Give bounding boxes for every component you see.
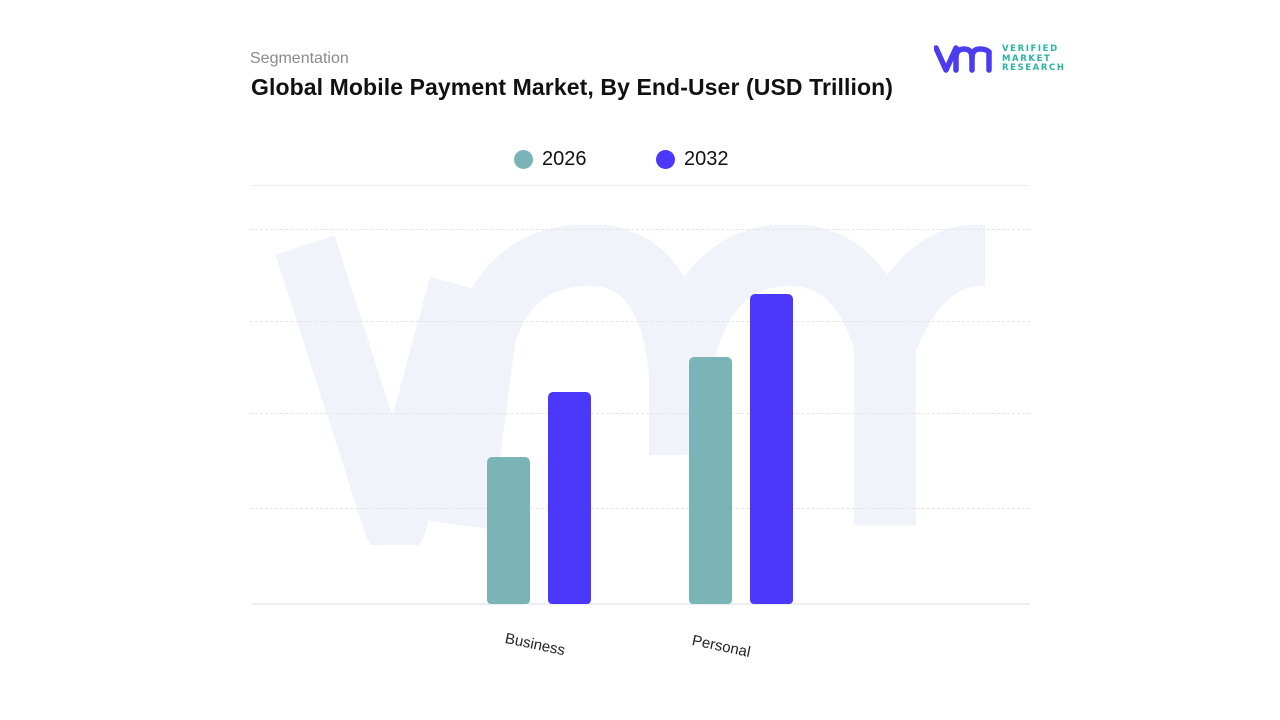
bar-business-2026[interactable]	[487, 457, 530, 604]
gridline	[250, 413, 1030, 414]
logo-line-research: RESEARCH	[1002, 63, 1066, 73]
legend-dot-icon	[656, 150, 675, 169]
chart-subtitle: Segmentation	[250, 50, 349, 67]
chart-title: Global Mobile Payment Market, By End-Use…	[251, 74, 894, 100]
gridline	[250, 321, 1030, 322]
logo-text: VERIFIED MARKET RESEARCH	[1002, 44, 1066, 74]
vmr-logo-icon	[933, 45, 992, 73]
vmr-logo: VERIFIED MARKET RESEARCH	[933, 44, 1066, 76]
bar-personal-2032[interactable]	[750, 294, 793, 604]
bar-business-2032[interactable]	[548, 392, 591, 604]
gridline	[250, 229, 1030, 230]
legend-item-2032[interactable]: 2032	[656, 148, 729, 171]
legend: 2026 2032	[0, 148, 1280, 176]
legend-item-2026[interactable]: 2026	[514, 148, 587, 171]
legend-dot-icon	[514, 150, 533, 169]
plot-area	[250, 185, 1030, 605]
x-tick-label-personal: Personal	[690, 632, 752, 661]
legend-label: 2026	[542, 148, 587, 170]
legend-label: 2032	[684, 148, 729, 170]
x-axis-baseline	[252, 603, 1030, 605]
x-tick-label-business: Business	[503, 630, 567, 660]
bar-personal-2026[interactable]	[689, 357, 732, 604]
logo-line-verified: VERIFIED	[1002, 44, 1059, 54]
gridline	[250, 508, 1030, 509]
plot-top-border	[250, 185, 1030, 186]
watermark-logo-icon	[275, 225, 1011, 545]
logo-line-market: MARKET	[1002, 53, 1052, 64]
